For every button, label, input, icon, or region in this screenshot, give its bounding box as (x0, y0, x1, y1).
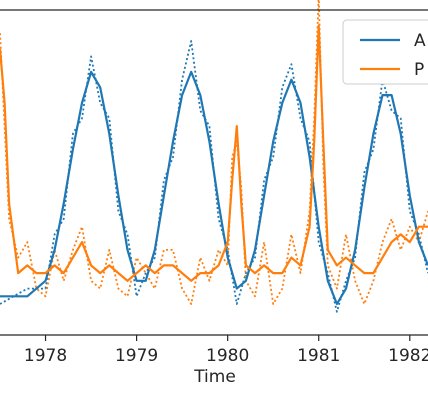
x-tick-label-1978: 1978 (24, 346, 67, 366)
legend-label-a: A (414, 31, 426, 51)
x-tick-label-1981: 1981 (297, 346, 340, 366)
x-axis-ticks: 1978 1979 1980 1981 1982 (24, 335, 428, 366)
series-line-a (0, 70, 428, 306)
legend-label-p: P (414, 60, 424, 80)
x-axis-title: Time (193, 367, 236, 387)
series-layer (0, 0, 428, 313)
x-tick-label-1982: 1982 (388, 346, 428, 366)
legend: A P (342, 19, 428, 85)
x-tick-label-1980: 1980 (206, 346, 249, 366)
x-tick-label-1979: 1979 (115, 346, 158, 366)
series-line-p-dotted (0, 0, 428, 305)
series-line-p (0, 24, 428, 282)
